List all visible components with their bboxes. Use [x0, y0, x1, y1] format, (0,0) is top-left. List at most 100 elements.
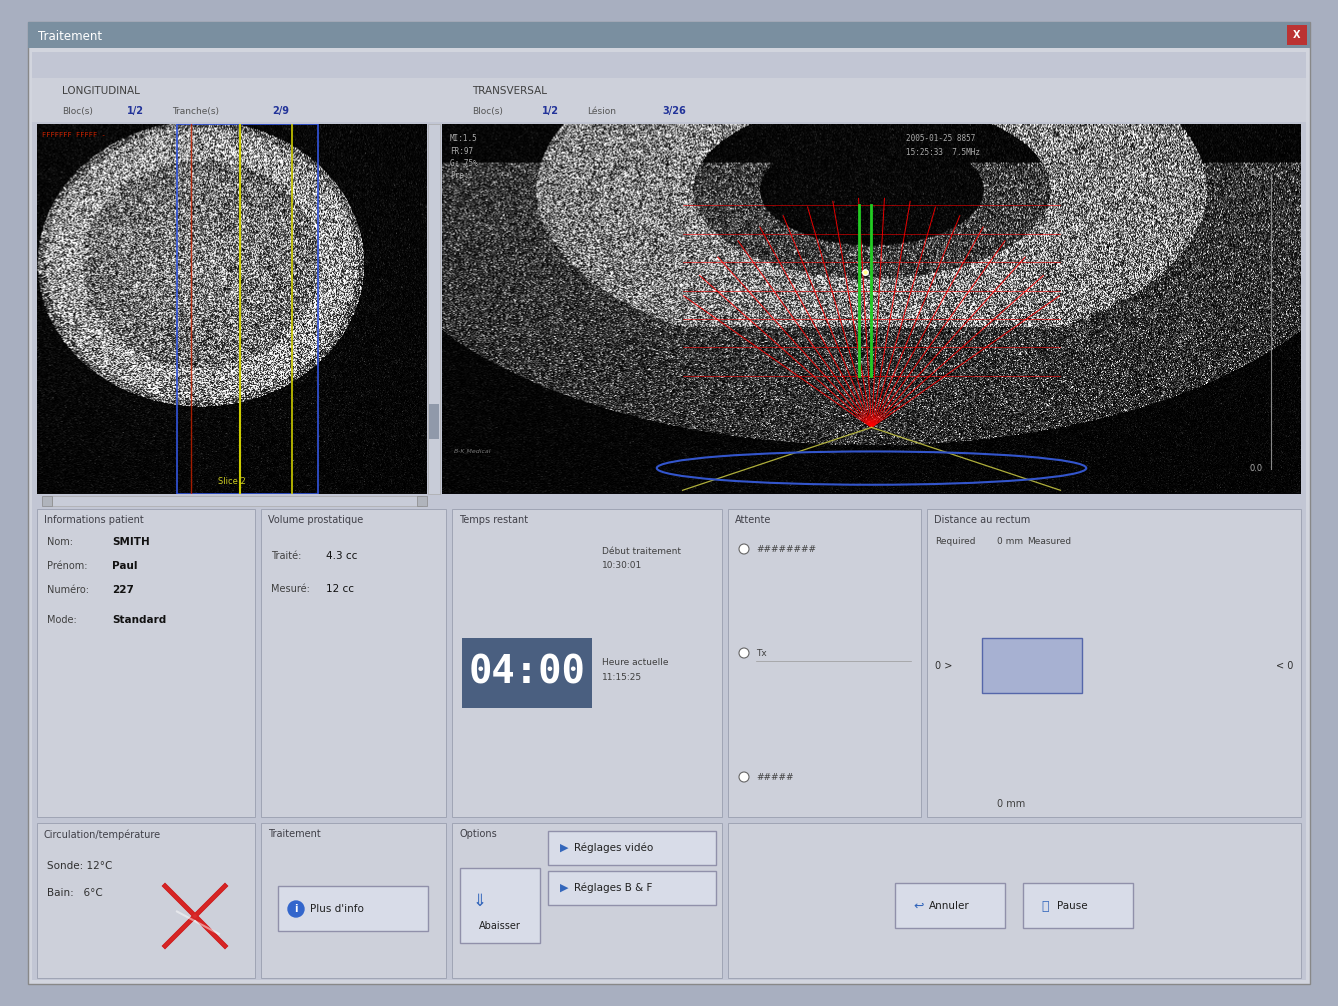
- Bar: [460, 868, 541, 943]
- Text: TRANSVERSAL: TRANSVERSAL: [472, 86, 547, 96]
- Text: Numéro:: Numéro:: [47, 585, 90, 595]
- Text: 12 cc: 12 cc: [326, 584, 355, 594]
- Circle shape: [739, 648, 749, 658]
- Bar: [37, 509, 256, 817]
- Bar: [429, 403, 439, 439]
- Text: 2005-01-25 8857: 2005-01-25 8857: [906, 134, 975, 143]
- Text: 0.0: 0.0: [1250, 464, 1263, 473]
- Text: 0 mm: 0 mm: [997, 799, 1025, 809]
- Text: ########: ########: [756, 544, 816, 553]
- Text: 0 >: 0 >: [935, 661, 953, 671]
- Bar: [32, 78, 1306, 122]
- Text: 0 mm: 0 mm: [997, 537, 1024, 546]
- Text: Traitement: Traitement: [268, 829, 321, 839]
- Bar: [278, 886, 428, 931]
- Text: Pause: Pause: [1057, 901, 1088, 911]
- Text: Début traitement: Début traitement: [602, 547, 681, 556]
- Text: ▶: ▶: [561, 883, 569, 893]
- Bar: [927, 509, 1301, 817]
- Bar: [462, 638, 591, 708]
- Bar: [178, 124, 318, 494]
- Text: FFFFFFF FFFFF -: FFFFFFF FFFFF -: [41, 132, 106, 138]
- Text: X: X: [1294, 30, 1301, 40]
- Bar: [41, 496, 52, 506]
- Text: Tx: Tx: [756, 649, 767, 658]
- Text: Traitement: Traitement: [37, 30, 102, 43]
- Text: ⏸: ⏸: [1041, 899, 1049, 912]
- Text: Réglages vidéo: Réglages vidéo: [574, 843, 653, 853]
- Text: Required: Required: [935, 537, 975, 546]
- Text: Attente: Attente: [735, 515, 772, 525]
- Circle shape: [739, 772, 749, 782]
- Text: MI:1.5
FR:97
G: 75%
Pre:1: MI:1.5 FR:97 G: 75% Pre:1: [450, 134, 478, 180]
- Bar: [37, 124, 427, 494]
- Bar: [895, 883, 1005, 928]
- Bar: [549, 831, 716, 865]
- Bar: [37, 823, 256, 978]
- Text: Traité:: Traité:: [272, 551, 301, 561]
- Text: Circulation/température: Circulation/température: [44, 829, 161, 839]
- Text: Measured: Measured: [1028, 537, 1072, 546]
- Text: SMITH: SMITH: [112, 537, 150, 547]
- Text: < 0: < 0: [1276, 661, 1294, 671]
- Bar: [442, 124, 1301, 494]
- Text: 2/9: 2/9: [272, 106, 289, 116]
- Circle shape: [288, 901, 304, 917]
- Bar: [982, 638, 1082, 693]
- Text: 3/26: 3/26: [662, 106, 686, 116]
- Bar: [982, 638, 1082, 693]
- Text: ↩: ↩: [913, 899, 923, 912]
- Text: 11:15:25: 11:15:25: [602, 673, 642, 682]
- Bar: [28, 22, 1310, 48]
- Circle shape: [739, 544, 749, 554]
- Text: Prénom:: Prénom:: [47, 561, 87, 571]
- Text: ▶: ▶: [561, 843, 569, 853]
- Text: Nom:: Nom:: [47, 537, 74, 547]
- Text: 6.2: 6.2: [1250, 168, 1263, 177]
- Text: 227: 227: [112, 585, 134, 595]
- Text: Bloc(s): Bloc(s): [472, 107, 503, 116]
- Text: Lésion: Lésion: [587, 107, 615, 116]
- Text: Réglages B & F: Réglages B & F: [574, 882, 653, 893]
- Text: 4.3 cc: 4.3 cc: [326, 551, 357, 561]
- Text: Mode:: Mode:: [47, 615, 76, 625]
- Bar: [728, 823, 1301, 978]
- Text: ⇓: ⇓: [474, 892, 487, 910]
- Text: 10:30:01: 10:30:01: [602, 561, 642, 570]
- Text: Volume prostatique: Volume prostatique: [268, 515, 363, 525]
- Text: Abaisser: Abaisser: [479, 921, 520, 931]
- Bar: [261, 509, 446, 817]
- Bar: [261, 823, 446, 978]
- Text: Distance au rectum: Distance au rectum: [934, 515, 1030, 525]
- Bar: [728, 509, 921, 817]
- Bar: [1024, 883, 1133, 928]
- Text: Paul: Paul: [112, 561, 138, 571]
- Text: #####: #####: [756, 773, 793, 782]
- Text: Options: Options: [459, 829, 496, 839]
- Text: 1/2: 1/2: [127, 106, 145, 116]
- Text: B-K Medical: B-K Medical: [454, 449, 491, 454]
- Text: i: i: [294, 904, 298, 914]
- Text: 15:25:33  7.5MHz: 15:25:33 7.5MHz: [906, 148, 979, 157]
- Bar: [417, 496, 427, 506]
- Text: Tranche(s): Tranche(s): [173, 107, 219, 116]
- Text: Bain:   6°C: Bain: 6°C: [47, 888, 103, 898]
- Bar: [452, 823, 723, 978]
- Text: Heure actuelle: Heure actuelle: [602, 658, 669, 667]
- Text: Sonde: 12°C: Sonde: 12°C: [47, 861, 112, 871]
- Bar: [428, 124, 440, 494]
- Text: Informations patient: Informations patient: [44, 515, 143, 525]
- Text: Slice 2: Slice 2: [218, 477, 246, 486]
- Text: Plus d'info: Plus d'info: [310, 904, 364, 914]
- Text: Mesuré:: Mesuré:: [272, 584, 310, 594]
- Text: 04:00: 04:00: [468, 654, 586, 692]
- Bar: [52, 496, 421, 506]
- Text: Bloc(s): Bloc(s): [62, 107, 92, 116]
- Text: Temps restant: Temps restant: [459, 515, 529, 525]
- Text: Annuler: Annuler: [929, 901, 970, 911]
- Text: 1/2: 1/2: [542, 106, 559, 116]
- Bar: [452, 509, 723, 817]
- Text: LONGITUDINAL: LONGITUDINAL: [62, 86, 140, 96]
- Bar: [549, 871, 716, 905]
- Text: Standard: Standard: [112, 615, 166, 625]
